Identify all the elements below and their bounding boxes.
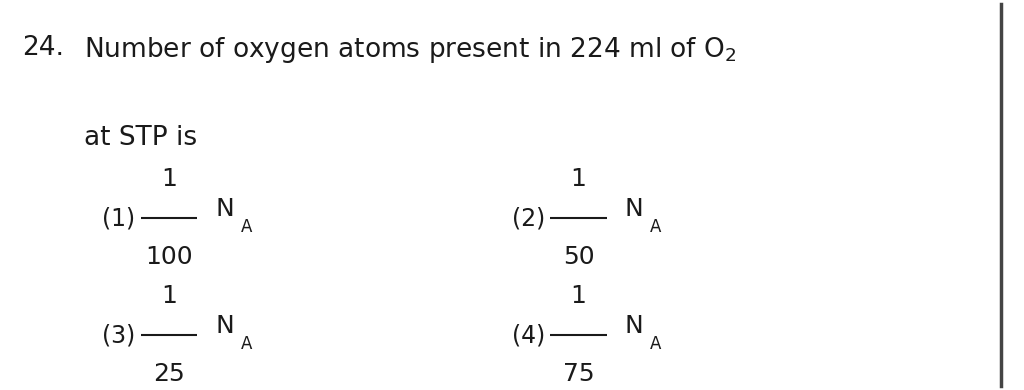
Text: A: A xyxy=(241,335,252,353)
Text: 100: 100 xyxy=(145,245,193,269)
Text: A: A xyxy=(650,218,662,236)
Text: 1: 1 xyxy=(570,284,587,308)
Text: 24.: 24. xyxy=(23,35,65,61)
Text: 50: 50 xyxy=(563,245,594,269)
Text: N: N xyxy=(625,314,643,338)
Text: 1: 1 xyxy=(161,167,177,191)
Text: 75: 75 xyxy=(563,362,594,386)
Text: (2): (2) xyxy=(512,206,545,230)
Text: 1: 1 xyxy=(570,167,587,191)
Text: (4): (4) xyxy=(512,323,545,347)
Text: Number of oxygen atoms present in 224 ml of O$_2$: Number of oxygen atoms present in 224 ml… xyxy=(84,35,736,65)
Text: (3): (3) xyxy=(102,323,135,347)
Text: N: N xyxy=(625,197,643,221)
Text: at STP is: at STP is xyxy=(84,125,197,151)
Text: A: A xyxy=(650,335,662,353)
Text: A: A xyxy=(241,218,252,236)
Text: (1): (1) xyxy=(102,206,135,230)
Text: 25: 25 xyxy=(153,362,185,386)
Text: 1: 1 xyxy=(161,284,177,308)
Text: N: N xyxy=(215,314,233,338)
Text: N: N xyxy=(215,197,233,221)
